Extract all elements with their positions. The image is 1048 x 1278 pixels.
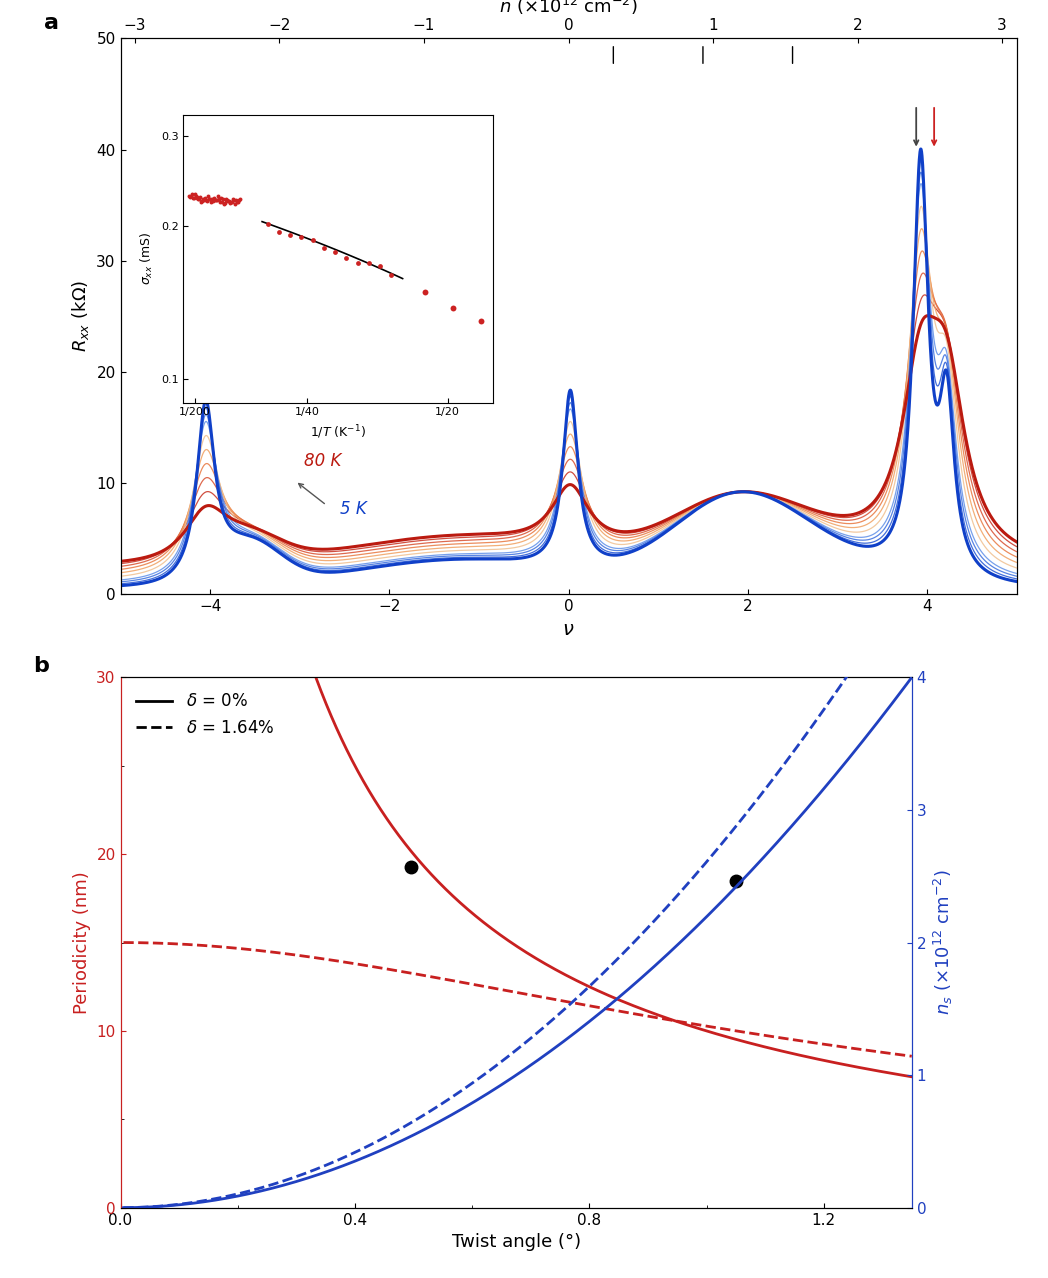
Point xyxy=(201,188,218,208)
Y-axis label: $n_s$ ($\times$10$^{12}$ cm$^{-2}$): $n_s$ ($\times$10$^{12}$ cm$^{-2}$) xyxy=(932,869,955,1016)
Point xyxy=(444,298,461,318)
Point xyxy=(198,190,215,211)
Point xyxy=(205,188,222,208)
Point xyxy=(220,190,237,211)
Point xyxy=(223,192,240,212)
Point xyxy=(232,189,248,210)
Point xyxy=(202,192,219,212)
X-axis label: $\nu$: $\nu$ xyxy=(563,620,574,639)
Point xyxy=(204,188,221,208)
Point xyxy=(219,189,236,210)
Point xyxy=(227,190,244,211)
Point xyxy=(194,192,211,212)
Point xyxy=(361,253,377,273)
Point xyxy=(228,192,245,212)
Point xyxy=(192,187,209,207)
Point xyxy=(223,192,240,212)
Point xyxy=(214,192,231,212)
Point xyxy=(212,192,228,212)
Point xyxy=(197,188,214,208)
Point xyxy=(383,265,399,285)
Point xyxy=(230,192,246,212)
Point xyxy=(191,188,208,208)
Point xyxy=(208,189,224,210)
X-axis label: $n$ ($\times$10$^{12}$ cm$^{-2}$): $n$ ($\times$10$^{12}$ cm$^{-2}$) xyxy=(499,0,638,17)
Point xyxy=(200,189,217,210)
Point xyxy=(187,184,203,204)
Point xyxy=(189,188,205,208)
Point xyxy=(184,188,201,208)
Point xyxy=(222,193,239,213)
Point xyxy=(327,242,344,262)
Point xyxy=(221,190,238,211)
Point xyxy=(188,185,204,206)
Point xyxy=(293,227,310,248)
Point xyxy=(215,189,232,210)
Point xyxy=(183,184,200,204)
Point xyxy=(270,221,287,242)
Point xyxy=(282,225,299,245)
Point xyxy=(417,282,434,303)
Text: b: b xyxy=(34,656,49,676)
Point xyxy=(203,189,220,210)
Legend: $\delta$ = 0%, $\delta$ = 1.64%: $\delta$ = 0%, $\delta$ = 1.64% xyxy=(129,686,281,744)
Point xyxy=(210,185,226,206)
Point xyxy=(199,185,216,206)
Point xyxy=(193,192,210,212)
Y-axis label: Periodicity (nm): Periodicity (nm) xyxy=(72,872,91,1013)
Point xyxy=(259,213,276,234)
Point xyxy=(304,230,321,250)
Point xyxy=(315,238,332,258)
Point xyxy=(197,190,214,211)
Point xyxy=(216,193,233,213)
Point xyxy=(226,194,243,215)
Point xyxy=(189,187,205,207)
Point xyxy=(231,189,247,210)
Y-axis label: $R_{xx}$ (k$\Omega$): $R_{xx}$ (k$\Omega$) xyxy=(70,280,91,353)
Y-axis label: $\sigma_{xx}$ (mS): $\sigma_{xx}$ (mS) xyxy=(139,233,155,285)
Point xyxy=(218,188,235,208)
Point xyxy=(195,189,212,210)
Point xyxy=(206,190,223,211)
X-axis label: Twist angle (°): Twist angle (°) xyxy=(452,1233,581,1251)
Point xyxy=(182,185,199,206)
Point xyxy=(225,190,242,211)
Point xyxy=(181,187,198,207)
Text: 80 K: 80 K xyxy=(304,452,342,470)
Point xyxy=(211,189,227,210)
Point xyxy=(473,311,489,331)
Point xyxy=(372,256,389,276)
Point xyxy=(349,253,366,273)
Text: 5 K: 5 K xyxy=(340,500,367,518)
Text: a: a xyxy=(44,13,60,33)
Point xyxy=(185,188,202,208)
Point xyxy=(180,185,197,206)
Point xyxy=(217,189,234,210)
Point xyxy=(213,188,230,208)
X-axis label: 1/$T$ (K$^{-1}$): 1/$T$ (K$^{-1}$) xyxy=(310,423,366,441)
Point xyxy=(224,188,241,208)
Point xyxy=(215,193,232,213)
Point xyxy=(190,188,206,208)
Point xyxy=(196,190,213,211)
Point xyxy=(205,190,222,211)
Point xyxy=(339,248,355,268)
Point xyxy=(209,190,225,211)
